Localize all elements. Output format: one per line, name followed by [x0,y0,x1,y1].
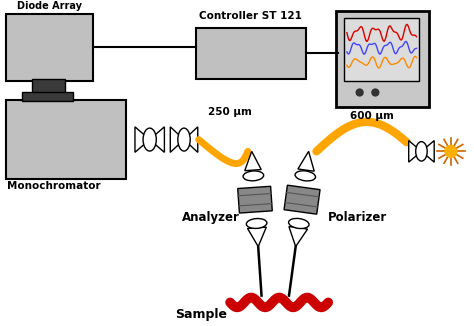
Text: Monochromator: Monochromator [8,181,101,191]
Ellipse shape [416,141,427,161]
Ellipse shape [243,171,264,181]
Bar [7,100,126,179]
Text: Sample: Sample [175,308,227,321]
Polygon shape [135,127,150,152]
Polygon shape [245,151,261,171]
Bar [336,11,429,107]
Text: Polarizer: Polarizer [328,211,387,224]
Ellipse shape [178,128,190,151]
Ellipse shape [246,218,267,229]
Bar [32,79,65,95]
Circle shape [372,89,379,96]
Bar [22,93,73,101]
Polygon shape [184,127,198,152]
Text: 600 μm: 600 μm [350,111,394,121]
Bar [344,18,419,81]
Polygon shape [247,227,266,246]
Text: Diode Array: Diode Array [17,1,82,11]
Bar [7,14,93,81]
Polygon shape [238,186,272,213]
Text: Controller ST 121: Controller ST 121 [199,11,302,21]
Polygon shape [289,227,308,246]
Ellipse shape [143,128,156,151]
Ellipse shape [289,218,309,229]
Circle shape [356,89,363,96]
Polygon shape [421,141,434,162]
Polygon shape [150,127,164,152]
Text: 250 μm: 250 μm [208,107,252,117]
Polygon shape [298,151,314,171]
Text: Analyzer: Analyzer [182,211,239,224]
Polygon shape [284,185,320,214]
Ellipse shape [295,171,316,181]
Circle shape [445,145,457,157]
Polygon shape [170,127,184,152]
Bar [196,28,306,79]
Polygon shape [409,141,421,162]
